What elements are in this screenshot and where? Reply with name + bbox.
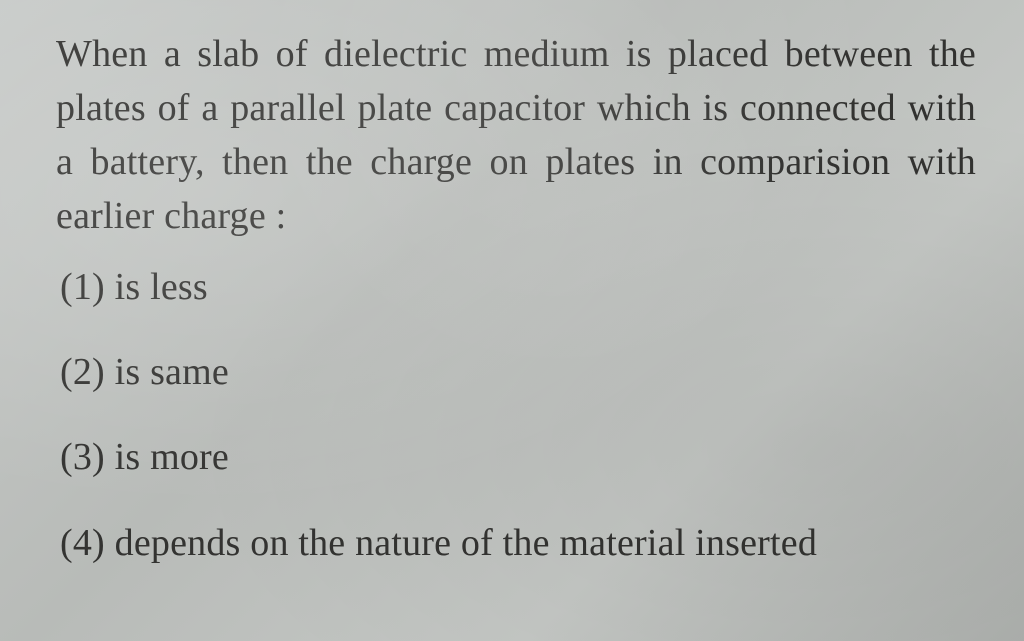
option-2-text: is same	[115, 351, 229, 393]
question-page: When a slab of dielectric medium is plac…	[0, 0, 1024, 589]
option-1-label: (1)	[60, 266, 105, 308]
option-3-text: is more	[115, 436, 229, 478]
option-1-text: is less	[115, 266, 208, 308]
option-4: (4) depends on the nature of the materia…	[60, 518, 976, 569]
option-4-label: (4)	[60, 522, 105, 564]
option-1: (1) is less	[60, 262, 976, 313]
option-2: (2) is same	[60, 347, 976, 398]
option-4-text: depends on the nature of the material in…	[115, 522, 817, 564]
question-stem: When a slab of dielectric medium is plac…	[56, 28, 976, 244]
option-3-label: (3)	[60, 436, 105, 478]
option-3: (3) is more	[60, 432, 976, 483]
option-2-label: (2)	[60, 351, 105, 393]
options-group: (1) is less (2) is same (3) is more (4) …	[56, 262, 976, 569]
